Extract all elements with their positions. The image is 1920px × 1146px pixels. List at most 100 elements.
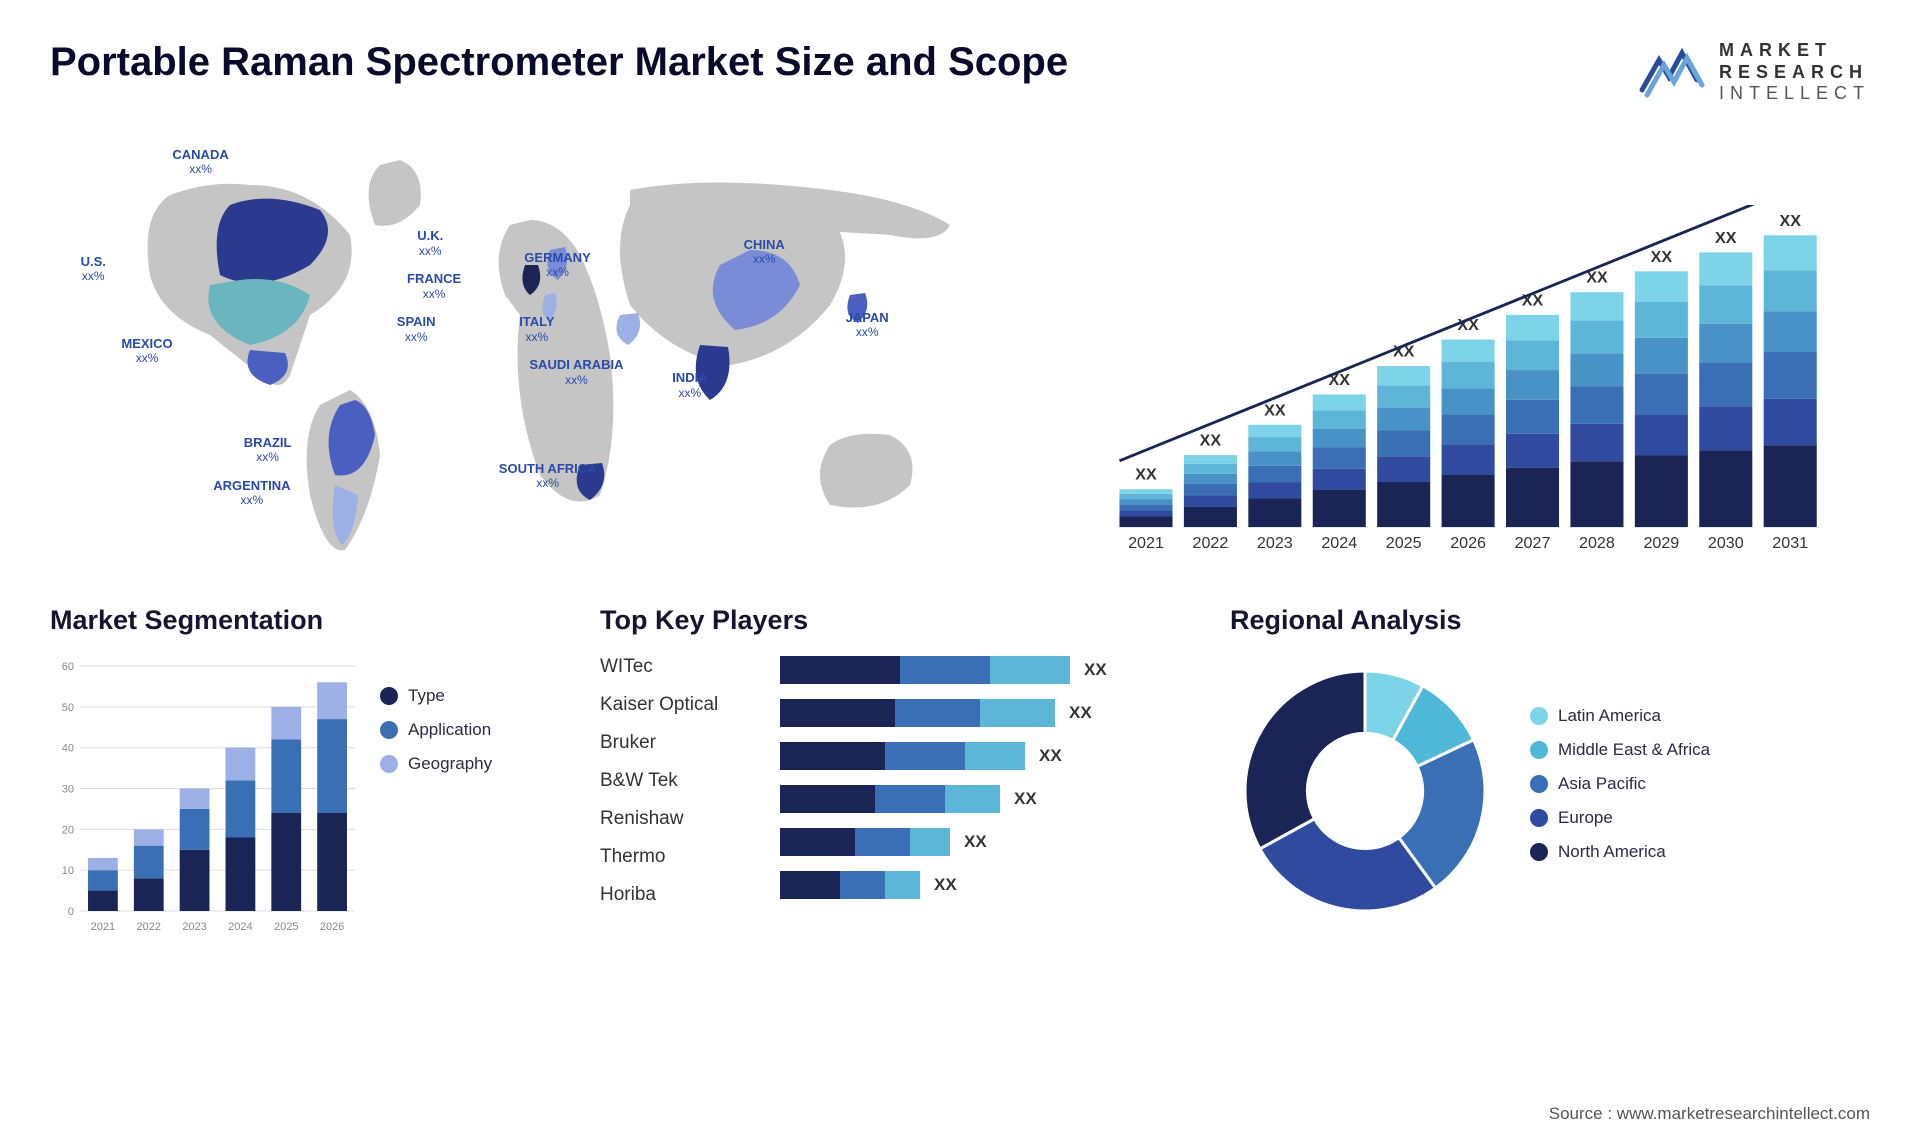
svg-text:0: 0 — [68, 906, 74, 918]
segmentation-title: Market Segmentation — [50, 605, 570, 636]
player-bar-row: XX — [780, 828, 1200, 856]
bottom-row: Market Segmentation 01020304050602021202… — [50, 605, 1870, 936]
player-value: XX — [1014, 789, 1037, 809]
legend-item: Application — [380, 720, 492, 740]
page-title: Portable Raman Spectrometer Market Size … — [50, 40, 1068, 85]
player-value: XX — [964, 832, 987, 852]
legend-dot — [1530, 741, 1548, 759]
player-bar-segment — [855, 828, 910, 856]
legend-dot — [1530, 707, 1548, 725]
svg-text:XX: XX — [1651, 248, 1673, 266]
map-label: SPAINxx% — [397, 315, 436, 344]
legend-label: Europe — [1558, 808, 1613, 828]
legend-label: Middle East & Africa — [1558, 740, 1710, 760]
map-label: SAUDI ARABIAxx% — [529, 358, 623, 387]
legend-item: Type — [380, 686, 492, 706]
player-name: WITec — [600, 656, 760, 678]
player-bar-segment — [780, 785, 875, 813]
map-label: FRANCExx% — [407, 272, 461, 301]
player-bar — [780, 742, 1025, 770]
map-label: SOUTH AFRICAxx% — [499, 462, 597, 491]
svg-text:2025: 2025 — [274, 921, 298, 933]
player-value: XX — [934, 875, 957, 895]
player-value: XX — [1084, 660, 1107, 680]
player-bar-segment — [885, 871, 920, 899]
svg-text:2031: 2031 — [1772, 534, 1808, 552]
player-bar-segment — [780, 871, 840, 899]
svg-text:30: 30 — [62, 783, 74, 795]
svg-text:XX: XX — [1200, 431, 1222, 449]
map-label: ITALYxx% — [519, 315, 554, 344]
legend-item: Latin America — [1530, 706, 1710, 726]
player-bar-segment — [945, 785, 1000, 813]
svg-text:XX: XX — [1715, 229, 1737, 247]
svg-text:2024: 2024 — [1321, 534, 1357, 552]
player-bar — [780, 828, 950, 856]
player-bar-segment — [780, 828, 855, 856]
player-bar-segment — [885, 742, 965, 770]
player-name: Renishaw — [600, 808, 760, 830]
legend-dot — [1530, 809, 1548, 827]
players-title: Top Key Players — [600, 605, 1200, 636]
svg-text:XX: XX — [1264, 401, 1286, 419]
svg-text:XX: XX — [1779, 212, 1801, 230]
world-map — [50, 135, 1070, 565]
player-bar-segment — [965, 742, 1025, 770]
map-label: U.S.xx% — [81, 255, 106, 284]
legend-dot — [380, 721, 398, 739]
svg-text:2026: 2026 — [1450, 534, 1486, 552]
map-label: JAPANxx% — [846, 311, 889, 340]
map-label: GERMANYxx% — [524, 251, 590, 280]
logo-line1: MARKET — [1719, 40, 1870, 62]
player-bar-row: XX — [780, 742, 1200, 770]
legend-label: Type — [408, 686, 445, 706]
map-label: U.K.xx% — [417, 229, 443, 258]
segmentation-legend: Type Application Geography — [380, 656, 492, 936]
legend-label: North America — [1558, 842, 1666, 862]
segmentation-panel: Market Segmentation 01020304050602021202… — [50, 605, 570, 936]
player-bar-segment — [895, 699, 980, 727]
legend-label: Application — [408, 720, 491, 740]
svg-text:2030: 2030 — [1708, 534, 1744, 552]
logo-line2: RESEARCH — [1719, 62, 1870, 84]
legend-item: Middle East & Africa — [1530, 740, 1710, 760]
map-label: CANADAxx% — [172, 148, 228, 177]
svg-text:2029: 2029 — [1643, 534, 1679, 552]
svg-text:10: 10 — [62, 865, 74, 877]
players-bar-chart: XXXXXXXXXXXX — [780, 656, 1200, 922]
growth-stacked-bar-chart: XX2021XX2022XX2023XX2024XX2025XX2026XX20… — [1110, 205, 1830, 565]
player-bar-row: XX — [780, 656, 1200, 684]
logo: MARKET RESEARCH INTELLECT — [1637, 40, 1870, 105]
map-label: ARGENTINAxx% — [213, 479, 290, 508]
growth-chart-panel: XX2021XX2022XX2023XX2024XX2025XX2026XX20… — [1110, 135, 1870, 565]
legend-label: Asia Pacific — [1558, 774, 1646, 794]
svg-text:2025: 2025 — [1386, 534, 1422, 552]
legend-label: Latin America — [1558, 706, 1661, 726]
svg-text:2021: 2021 — [1128, 534, 1164, 552]
source-text: Source : www.marketresearchintellect.com — [1549, 1104, 1870, 1124]
segmentation-chart: 0102030405060202120222023202420252026 — [50, 656, 360, 936]
top-row: CANADAxx%U.S.xx%MEXICOxx%BRAZILxx%ARGENT… — [50, 135, 1870, 565]
svg-text:60: 60 — [62, 661, 74, 673]
player-bar-segment — [780, 742, 885, 770]
legend-dot — [1530, 775, 1548, 793]
svg-text:2026: 2026 — [320, 921, 344, 933]
player-name: Thermo — [600, 846, 760, 868]
regional-donut-chart — [1230, 656, 1500, 926]
player-name: Bruker — [600, 732, 760, 754]
map-label: CHINAxx% — [744, 238, 785, 267]
player-name: Kaiser Optical — [600, 694, 760, 716]
player-bar-segment — [900, 656, 990, 684]
logo-line3: INTELLECT — [1719, 83, 1870, 105]
players-panel: Top Key Players WITec Kaiser Optical Bruke… — [600, 605, 1200, 936]
player-bar — [780, 871, 920, 899]
map-label: MEXICOxx% — [121, 337, 172, 366]
player-name: Horiba — [600, 884, 760, 906]
player-bar-segment — [780, 699, 895, 727]
legend-label: Geography — [408, 754, 492, 774]
player-bar-row: XX — [780, 871, 1200, 899]
player-bar-segment — [910, 828, 950, 856]
player-bar — [780, 785, 1000, 813]
player-bar-segment — [990, 656, 1070, 684]
player-bar-segment — [980, 699, 1055, 727]
